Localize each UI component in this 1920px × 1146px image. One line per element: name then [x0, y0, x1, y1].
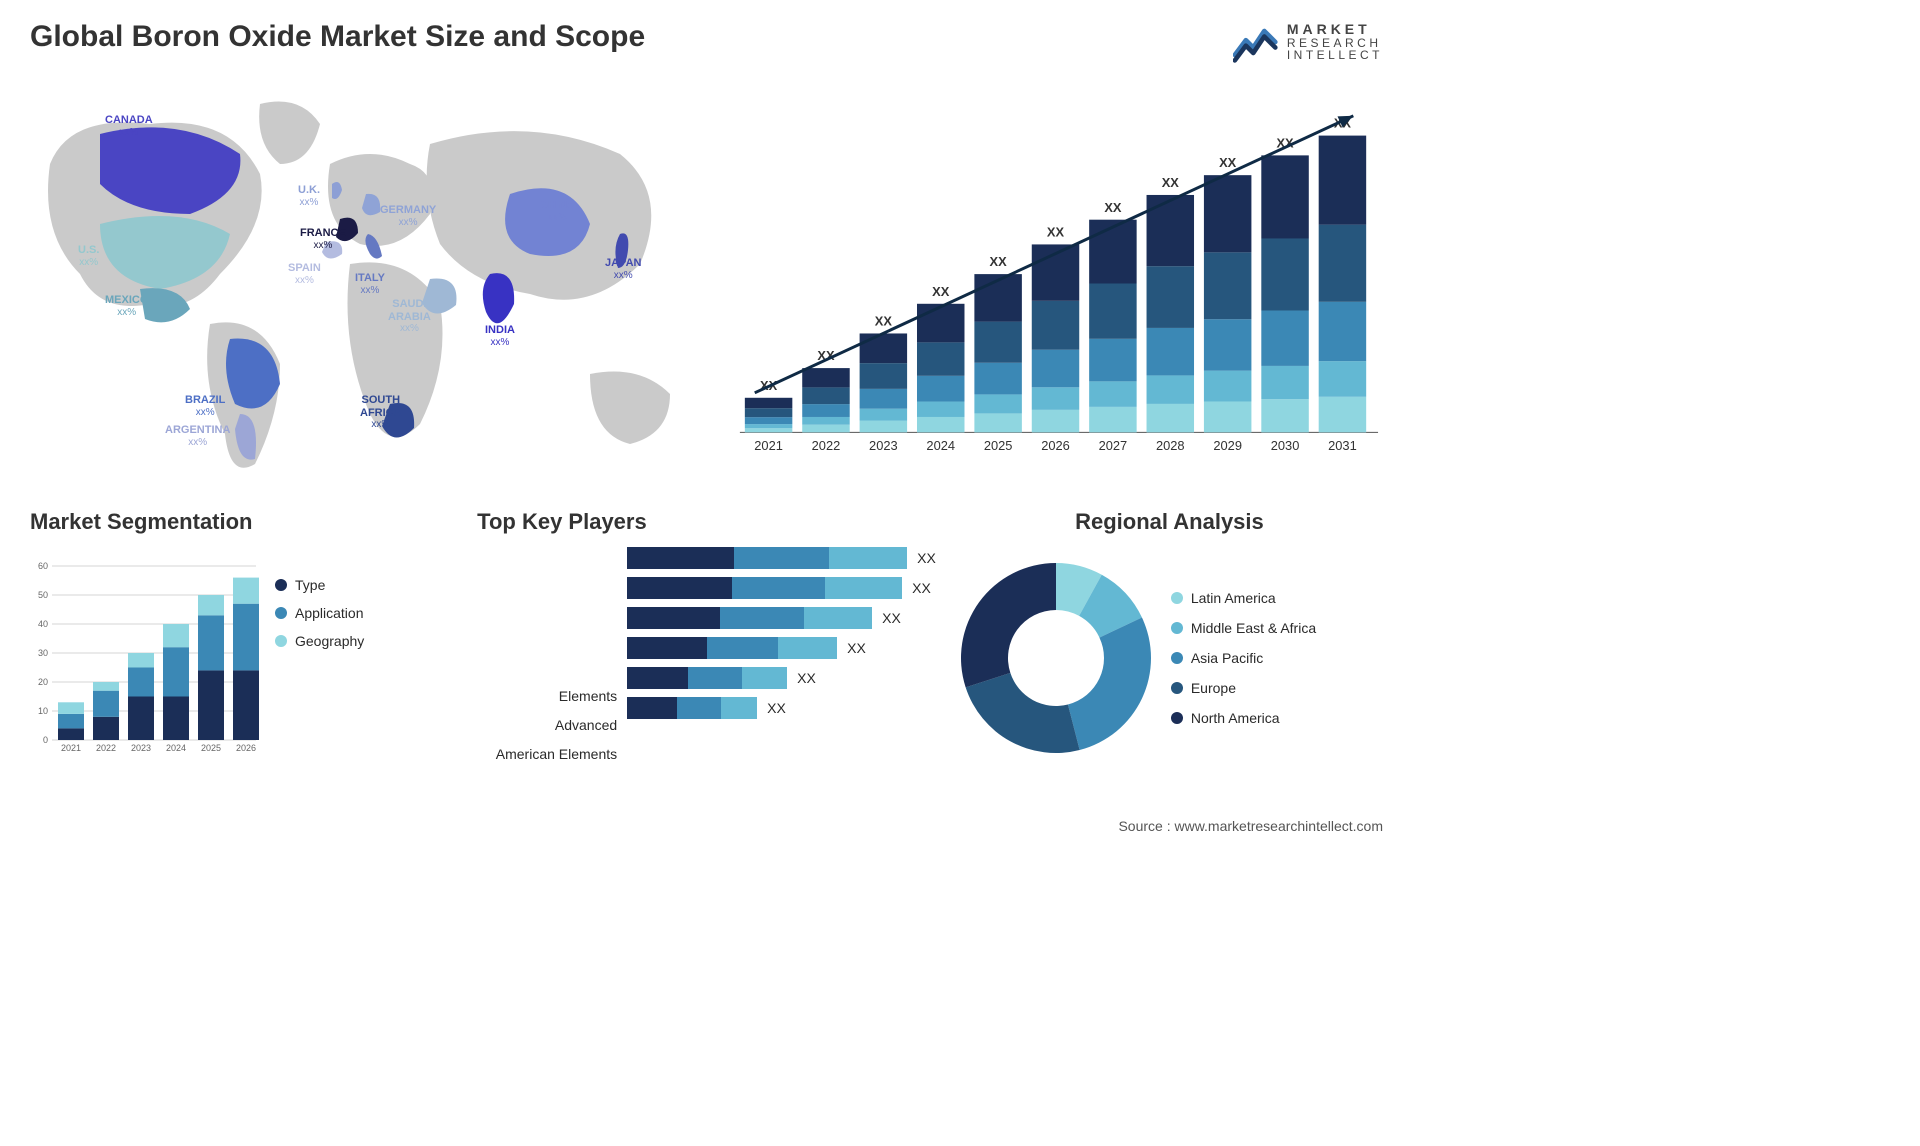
forecast-chart: XX 2021 XX 2022 XX 2023 XX 2024 XX 2025 XX 2026 XX 20…: [730, 84, 1383, 484]
svg-text:XX: XX: [1104, 200, 1122, 215]
brand-icon: [1233, 20, 1279, 64]
segmentation-legend: Type Application Geography: [275, 547, 364, 769]
key-player-label: Advanced: [555, 714, 617, 736]
legend-item: Latin America: [1171, 590, 1316, 606]
source-text: Source : www.marketresearchintellect.com: [1118, 818, 1383, 834]
key-player-row: XX: [627, 637, 936, 659]
forecast-chart-svg: XX 2021 XX 2022 XX 2023 XX 2024 XX 2025 XX 2026 XX 20…: [730, 84, 1383, 484]
key-player-row: XX: [627, 547, 936, 569]
map-label: SPAINxx%: [288, 262, 321, 286]
legend-item: Application: [275, 605, 364, 621]
legend-item: Asia Pacific: [1171, 650, 1316, 666]
map-label: CANADAxx%: [105, 114, 153, 138]
key-player-row: XX: [627, 577, 936, 599]
legend-item: North America: [1171, 710, 1316, 726]
regional-title: Regional Analysis: [956, 509, 1383, 535]
svg-text:30: 30: [38, 648, 48, 658]
regional-panel: Regional Analysis Latin America Middle Ea…: [956, 509, 1383, 769]
svg-text:10: 10: [38, 706, 48, 716]
svg-text:XX: XX: [1219, 155, 1237, 170]
svg-text:2031: 2031: [1328, 438, 1357, 453]
svg-text:0: 0: [43, 735, 48, 745]
svg-text:2021: 2021: [754, 438, 783, 453]
segmentation-chart: 0 10 20 30 40 50 60 2021 2022 2023 2024 2025 2026: [30, 547, 260, 769]
page-title: Global Boron Oxide Market Size and Scope: [30, 20, 645, 54]
map-label: JAPANxx%: [605, 257, 641, 281]
map-label: SOUTHAFRICAxx%: [360, 394, 402, 431]
map-label: ITALYxx%: [355, 272, 385, 296]
svg-text:XX: XX: [932, 284, 950, 299]
brand-line-3: INTELLECT: [1287, 49, 1383, 62]
svg-text:2024: 2024: [166, 743, 186, 753]
svg-text:2021: 2021: [61, 743, 81, 753]
svg-text:2025: 2025: [201, 743, 221, 753]
header: Global Boron Oxide Market Size and Scope…: [30, 20, 1383, 64]
legend-item: Europe: [1171, 680, 1316, 696]
svg-text:2025: 2025: [984, 438, 1013, 453]
map-label: BRAZILxx%: [185, 394, 225, 418]
brand-line-1: MARKET: [1287, 22, 1383, 37]
brand-logo: MARKET RESEARCH INTELLECT: [1233, 20, 1383, 64]
svg-text:50: 50: [38, 590, 48, 600]
legend-item: Type: [275, 577, 364, 593]
key-player-row: XX: [627, 607, 936, 629]
svg-text:XX: XX: [1162, 175, 1180, 190]
map-label: CHINAxx%: [540, 199, 575, 223]
map-label: GERMANYxx%: [380, 204, 436, 228]
map-label: ARGENTINAxx%: [165, 424, 230, 448]
segmentation-panel: Market Segmentation 0 10 20 30 40 50 60 2021 202…: [30, 509, 457, 769]
regional-legend: Latin America Middle East & Africa Asia Pa…: [1171, 590, 1316, 726]
svg-text:2026: 2026: [236, 743, 256, 753]
map-label: FRANCExx%: [300, 227, 346, 251]
key-players-title: Top Key Players: [477, 509, 936, 535]
svg-text:2029: 2029: [1213, 438, 1242, 453]
svg-text:60: 60: [38, 561, 48, 571]
world-map: CANADAxx% U.S.xx% MEXICOxx% BRAZILxx% ARGENT…: [30, 84, 700, 484]
svg-text:20: 20: [38, 677, 48, 687]
svg-text:2030: 2030: [1271, 438, 1300, 453]
key-players-bars: XX XX XX XX XX XX: [627, 547, 936, 769]
svg-text:2022: 2022: [812, 438, 841, 453]
key-player-label: Elements: [559, 685, 617, 707]
map-label: MEXICOxx%: [105, 294, 148, 318]
key-player-label: American Elements: [496, 743, 617, 765]
svg-text:2027: 2027: [1099, 438, 1128, 453]
svg-text:2022: 2022: [96, 743, 116, 753]
regional-donut-chart: [956, 558, 1156, 758]
svg-text:2026: 2026: [1041, 438, 1070, 453]
key-players-panel: Top Key Players Elements Advanced American…: [477, 509, 936, 769]
segmentation-title: Market Segmentation: [30, 509, 457, 535]
key-player-row: XX: [627, 667, 936, 689]
svg-text:40: 40: [38, 619, 48, 629]
legend-item: Geography: [275, 633, 364, 649]
svg-text:XX: XX: [1047, 225, 1065, 240]
map-label: U.S.xx%: [78, 244, 99, 268]
legend-item: Middle East & Africa: [1171, 620, 1316, 636]
svg-text:2024: 2024: [926, 438, 955, 453]
key-players-labels: Elements Advanced American Elements: [477, 547, 617, 769]
svg-text:2023: 2023: [131, 743, 151, 753]
key-player-row: XX: [627, 697, 936, 719]
svg-text:XX: XX: [990, 254, 1008, 269]
svg-text:XX: XX: [875, 314, 893, 329]
map-label: INDIAxx%: [485, 324, 515, 348]
map-label: SAUDIARABIAxx%: [388, 298, 431, 335]
svg-text:2028: 2028: [1156, 438, 1185, 453]
svg-text:2023: 2023: [869, 438, 898, 453]
map-label: U.K.xx%: [298, 184, 320, 208]
